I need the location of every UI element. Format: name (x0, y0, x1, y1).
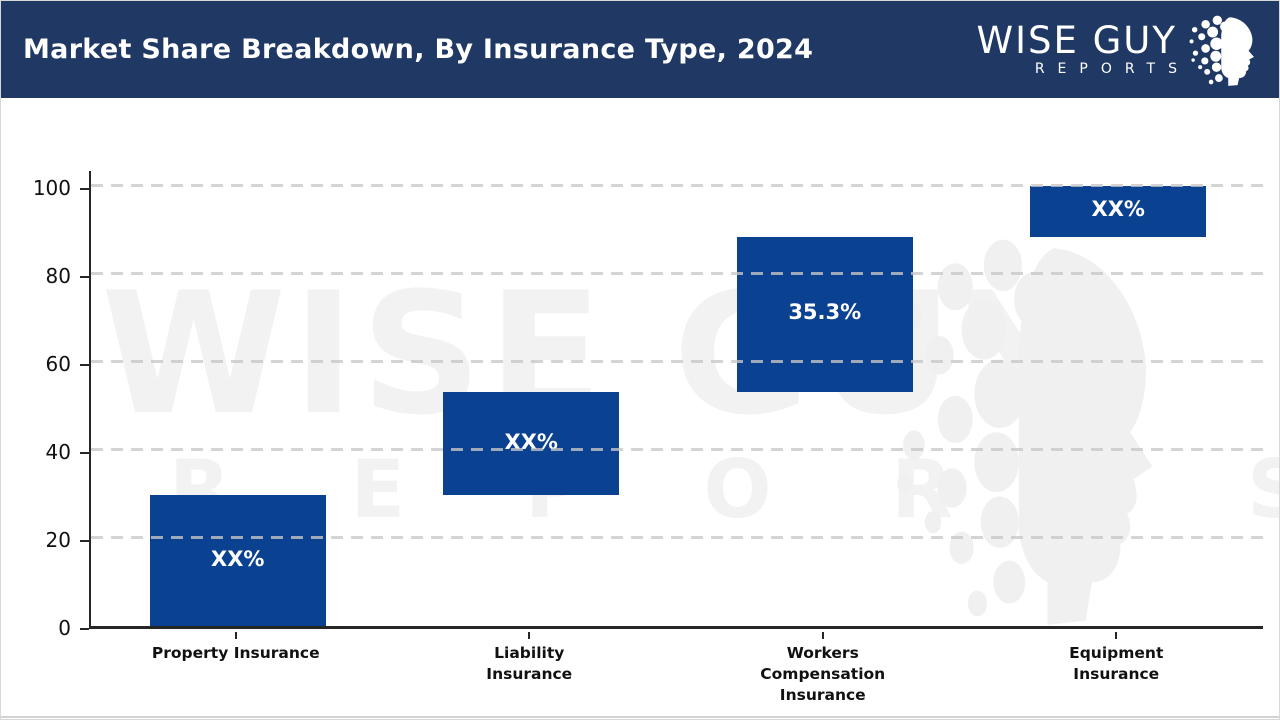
gridline-y20 (91, 536, 1263, 539)
x-category-label: Equipment Insurance (976, 643, 1256, 685)
x-tick-mark (528, 632, 531, 639)
bar-workers-compensation-insurance: 35.3% (736, 236, 913, 392)
x-tick-mark (821, 632, 824, 639)
x-tick-mark (234, 632, 237, 639)
bar-property-insurance: XX% (149, 495, 326, 626)
chart-title: Market Share Breakdown, By Insurance Typ… (23, 34, 814, 65)
x-category-label-line: Insurance (1073, 665, 1160, 683)
logo-wordmark-line1: WISE GUY (976, 19, 1177, 62)
y-tick-mark (80, 452, 89, 454)
bar-liability-insurance: XX% (443, 391, 620, 496)
gridline-y80 (91, 272, 1263, 275)
header-bar: Market Share Breakdown, By Insurance Typ… (1, 1, 1279, 98)
plot-area: XX% XX% 35.3% XX% (89, 171, 1263, 629)
gridline-y60 (91, 360, 1263, 363)
gridline-y100 (91, 184, 1263, 187)
bar-value-label: 35.3% (788, 300, 862, 325)
y-tick-mark (80, 628, 89, 630)
x-tick-mark (1115, 632, 1118, 639)
x-category-label: Workers Compensation Insurance (683, 643, 963, 706)
y-tick-label: 80 (45, 264, 71, 288)
x-category-label-line: Liability (494, 644, 565, 662)
y-tick-mark (80, 276, 89, 278)
brand-logo: WISE GUY REPORTS (977, 9, 1261, 91)
x-category-label-line: Compensation (760, 665, 886, 683)
bar-value-label: XX% (1091, 197, 1145, 222)
y-tick-mark (80, 540, 89, 542)
y-tick-label: 60 (45, 352, 71, 376)
bar-value-label: XX% (211, 546, 265, 571)
y-tick-label: 40 (45, 440, 71, 464)
y-tick-mark (80, 188, 89, 190)
x-category-label: Liability Insurance (389, 643, 669, 685)
y-tick-label: 0 (58, 616, 71, 640)
y-tick-mark (80, 364, 89, 366)
x-category-label-line: Insurance (779, 686, 866, 704)
x-category-label: Property Insurance (96, 643, 376, 664)
bottom-divider (1, 716, 1279, 718)
y-tick-label: 20 (45, 528, 71, 552)
x-category-label-line: Insurance (486, 665, 573, 683)
x-category-label-line: Workers (786, 644, 859, 662)
logo-wordmark: WISE GUY REPORTS (977, 22, 1177, 77)
x-category-label-line: Equipment (1069, 644, 1164, 662)
gridline-y40 (91, 448, 1263, 451)
bar-equipment-insurance: XX% (1030, 186, 1207, 237)
logo-wordmark-line2: REPORTS (1034, 61, 1190, 77)
x-category-label-line: Property Insurance (151, 644, 320, 662)
y-tick-label: 100 (32, 176, 71, 200)
head-dots-icon (1189, 15, 1254, 86)
